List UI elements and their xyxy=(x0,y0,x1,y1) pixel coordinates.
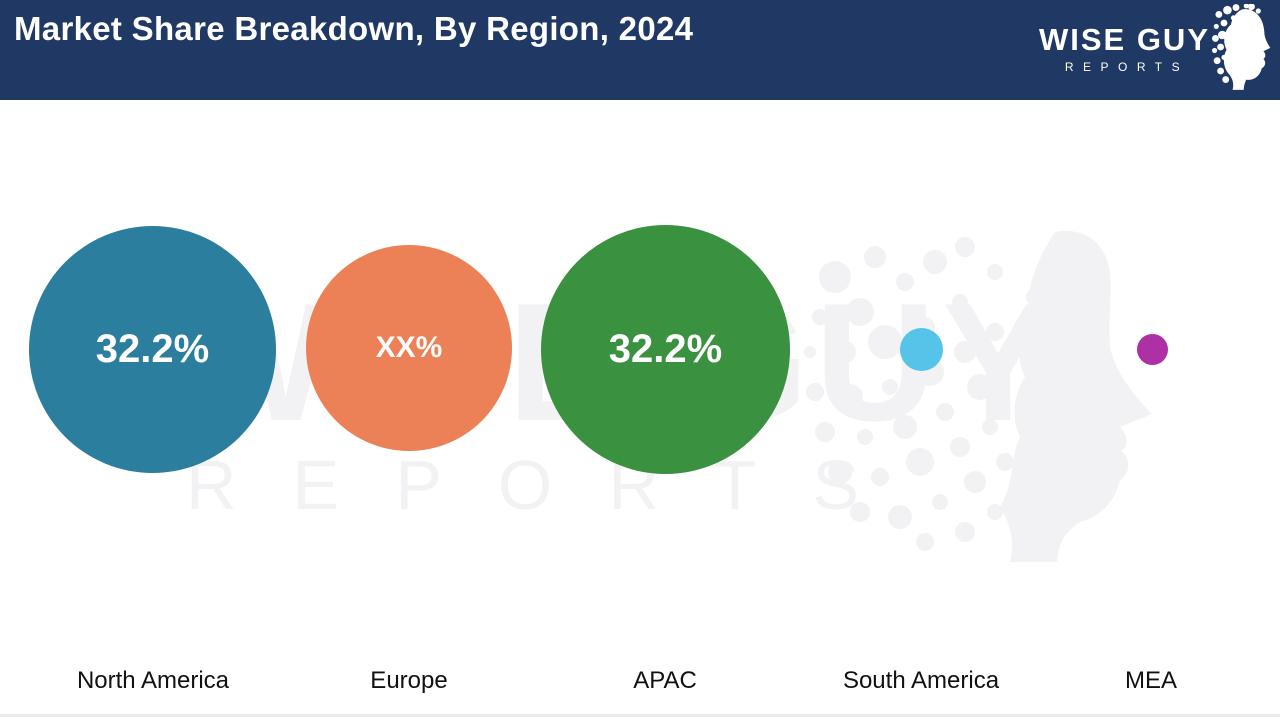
category-label-north-america: North America xyxy=(76,667,230,694)
bubble-north-america: 32.2% xyxy=(29,226,276,473)
wiseguy-head-icon xyxy=(1212,4,1271,90)
watermark-head-icon xyxy=(804,231,1152,562)
category-label-apac: APAC xyxy=(633,667,697,694)
category-label-south-america: South America xyxy=(842,667,1000,694)
category-label-europe: Europe xyxy=(370,667,448,694)
page-title: Market Share Breakdown, By Region, 2024 xyxy=(14,10,694,47)
bubble-mea xyxy=(1137,334,1168,365)
watermark-reports-text: REPORTS xyxy=(186,446,916,524)
wiseguy-logo-text: WISE GUY REPORTS xyxy=(1039,24,1210,74)
bubble-europe: XX% xyxy=(306,245,512,451)
bubble-chart: WISE GUY REPORTS 32.2% XX% 32.2% xyxy=(0,100,1280,720)
bottom-divider xyxy=(0,714,1280,717)
bubble-value-europe: XX% xyxy=(375,331,443,364)
logo-name-text: WISE GUY xyxy=(1038,22,1210,57)
bubble-south-america xyxy=(900,328,943,371)
wiseguy-logo: WISE GUY REPORTS xyxy=(1039,4,1272,90)
category-label-mea: MEA xyxy=(1124,667,1178,694)
bubble-value-apac: 32.2% xyxy=(608,327,723,371)
header-bar: Market Share Breakdown, By Region, 2024 … xyxy=(0,0,1280,100)
logo-sub-text: REPORTS xyxy=(1064,60,1190,74)
bubble-apac: 32.2% xyxy=(541,225,790,474)
bubble-value-north-america: 32.2% xyxy=(95,327,210,371)
